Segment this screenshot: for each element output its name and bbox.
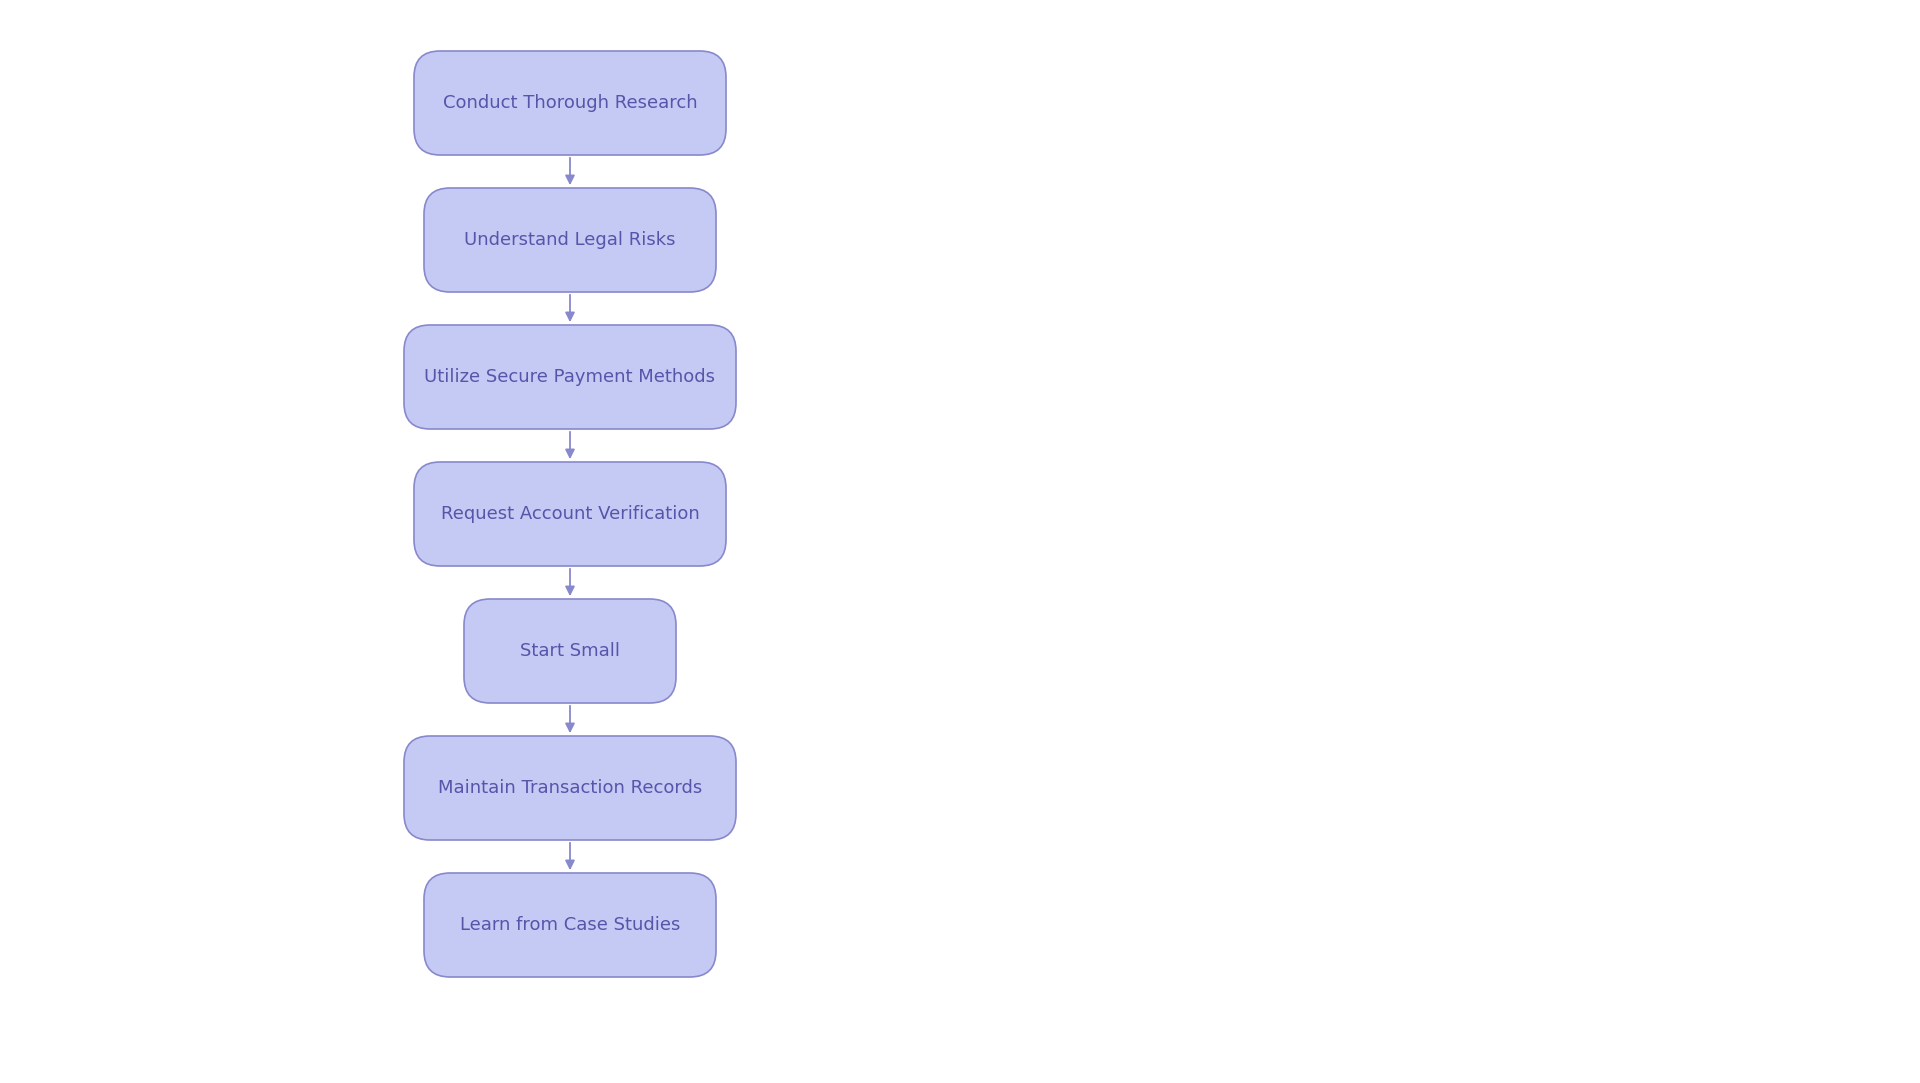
FancyBboxPatch shape: [424, 873, 716, 977]
Text: Request Account Verification: Request Account Verification: [440, 505, 699, 523]
Text: Conduct Thorough Research: Conduct Thorough Research: [444, 94, 697, 112]
Text: Utilize Secure Payment Methods: Utilize Secure Payment Methods: [424, 368, 716, 386]
Text: Understand Legal Risks: Understand Legal Risks: [465, 231, 676, 249]
FancyBboxPatch shape: [415, 51, 726, 155]
FancyBboxPatch shape: [465, 599, 676, 703]
FancyBboxPatch shape: [403, 325, 735, 429]
FancyBboxPatch shape: [424, 188, 716, 292]
Text: Start Small: Start Small: [520, 642, 620, 660]
Text: Maintain Transaction Records: Maintain Transaction Records: [438, 779, 703, 797]
FancyBboxPatch shape: [415, 462, 726, 566]
FancyBboxPatch shape: [403, 736, 735, 840]
Text: Learn from Case Studies: Learn from Case Studies: [459, 916, 680, 934]
